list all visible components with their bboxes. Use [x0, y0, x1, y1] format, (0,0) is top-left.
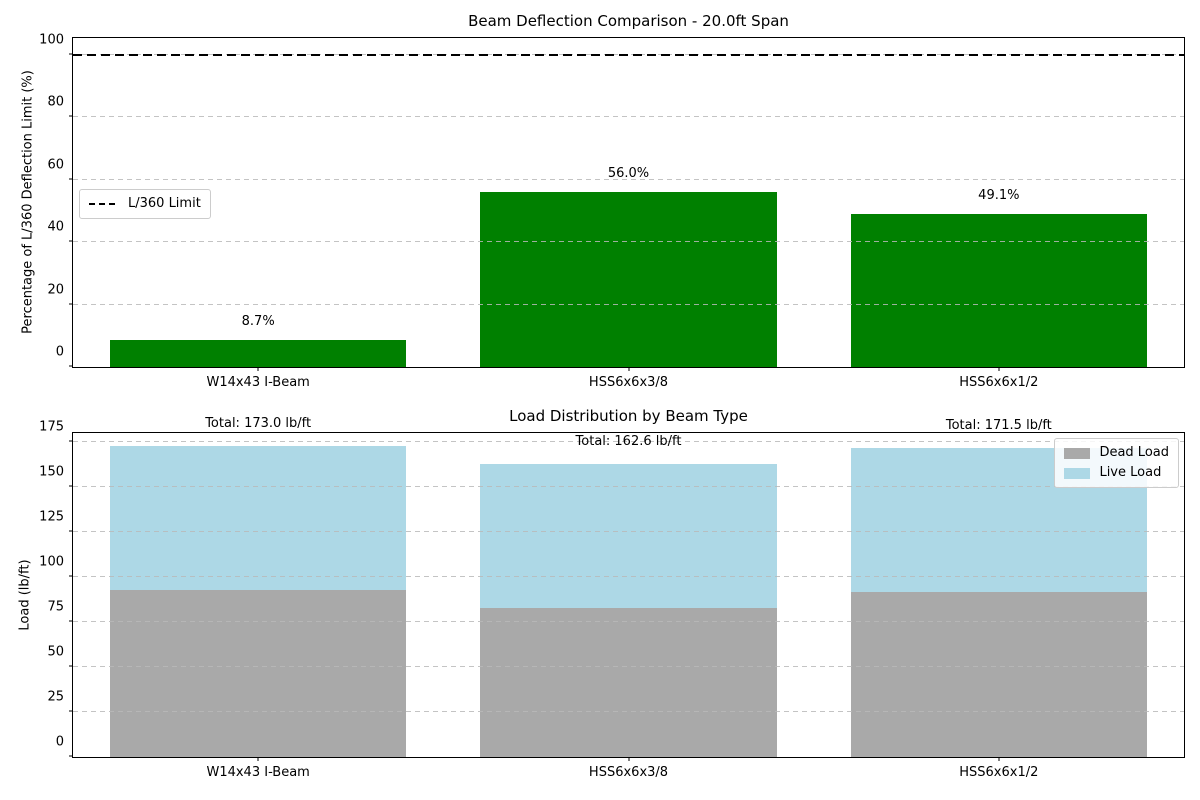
dead-load-bar-2 [480, 608, 777, 757]
y-tick-label: 80 [47, 94, 64, 110]
y-tick-mark [69, 755, 73, 757]
total-label-2: Total: 162.6 lb/ft [575, 434, 682, 450]
y-tick-label: 20 [47, 282, 64, 298]
y-tick-label: 75 [47, 599, 64, 615]
y-tick-mark [69, 530, 73, 532]
y-tick-mark [69, 115, 73, 117]
gridline [73, 116, 1184, 118]
x-tick-mark [628, 367, 629, 371]
y-tick-mark [69, 575, 73, 577]
x-tick-mark [998, 367, 1000, 371]
deflection-chart-ylabel: Percentage of L/360 Deflection Limit (%) [20, 70, 36, 334]
y-tick-mark [69, 485, 73, 487]
bar-value-label-2: 56.0% [607, 166, 650, 182]
y-tick-mark [69, 440, 73, 442]
y-tick-label: 175 [39, 419, 64, 435]
y-tick-mark [69, 665, 73, 667]
dead-load-bar-1 [110, 589, 407, 757]
load-chart-ylabel: Load (lb/ft) [17, 559, 33, 631]
y-tick-mark [69, 365, 73, 367]
load-chart-title: Load Distribution by Beam Type [509, 407, 748, 425]
dead-load-bar-3 [850, 592, 1147, 757]
y-tick-label: 0 [55, 344, 64, 360]
legend-label-limit: L/360 Limit [128, 196, 201, 211]
x-tick-label-3: HSS6x6x1/2 [959, 375, 1039, 390]
x-tick-mark [257, 757, 259, 761]
load-chart-legend: Dead Load Live Load [1054, 438, 1179, 488]
y-tick-mark [69, 620, 73, 622]
limit-line [73, 53, 1184, 56]
deflection-chart-axes: L/360 Limit 0 20 40 60 80 100 W14x43 I-Beam HSS… [39, 32, 1185, 390]
x-tick-mark [257, 367, 259, 371]
y-tick-mark [69, 710, 73, 712]
x-tick-label-2: HSS6x6x3/8 [588, 375, 669, 390]
deflection-bar-1 [110, 339, 407, 367]
y-tick-label: 125 [39, 509, 64, 525]
live-load-bar-1 [110, 445, 407, 590]
y-tick-label: 40 [47, 219, 64, 235]
x-tick-label-1: W14x43 I-Beam [206, 375, 310, 390]
live-load-bar-2 [480, 464, 777, 609]
bar-value-label-3: 49.1% [978, 187, 1020, 203]
y-tick-label: 25 [47, 689, 64, 705]
legend-entry-live-load: Live Load [1064, 463, 1169, 483]
dashed-line-sample-icon [89, 203, 119, 205]
x-tick-mark [628, 757, 629, 761]
total-label-1: Total: 173.0 lb/ft [205, 415, 312, 431]
legend-label-dead-load: Dead Load [1099, 445, 1169, 460]
y-tick-label: 150 [39, 464, 64, 480]
deflection-chart-legend: L/360 Limit [79, 189, 211, 219]
y-tick-label: 0 [55, 734, 64, 750]
x-tick-label-1: W14x43 I-Beam [206, 765, 310, 780]
x-tick-label-2: HSS6x6x3/8 [588, 765, 669, 780]
legend-label-live-load: Live Load [1099, 465, 1162, 480]
total-label-3: Total: 171.5 lb/ft [945, 418, 1052, 434]
x-tick-mark [998, 757, 1000, 761]
legend-entry-dead-load: Dead Load [1064, 443, 1169, 463]
y-tick-mark [69, 240, 73, 242]
y-tick-label: 100 [39, 554, 64, 570]
bar-value-label-1: 8.7% [241, 313, 275, 329]
x-tick-label-3: HSS6x6x1/2 [959, 765, 1039, 780]
y-tick-label: 50 [47, 644, 64, 660]
y-tick-mark [69, 53, 73, 55]
deflection-bar-2 [480, 192, 777, 367]
deflection-chart-title: Beam Deflection Comparison - 20.0ft Span [468, 12, 789, 30]
deflection-bar-3 [850, 213, 1147, 367]
live-load-swatch-icon [1064, 467, 1091, 479]
y-tick-label: 60 [47, 157, 64, 173]
load-chart-axes: Dead Load Live Load 0 25 50 75 100 125 150 175 W… [39, 416, 1185, 780]
y-tick-mark [69, 303, 73, 305]
dead-load-swatch-icon [1064, 447, 1091, 459]
y-tick-mark [69, 178, 73, 180]
legend-entry-limit: L/360 Limit [89, 194, 201, 214]
y-tick-label: 100 [39, 32, 64, 48]
